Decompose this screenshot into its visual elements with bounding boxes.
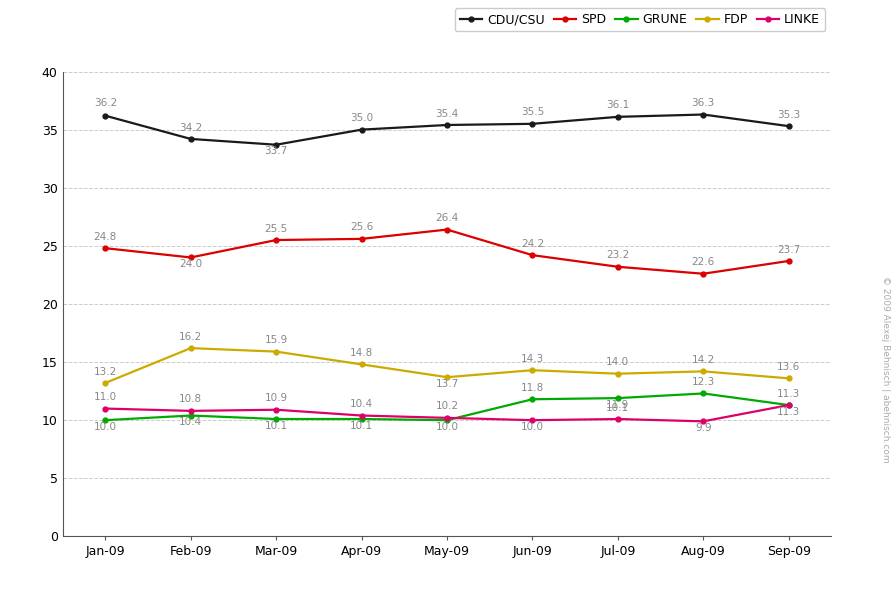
CDU/CSU	[783, 123, 794, 130]
Text: 14.8: 14.8	[350, 348, 373, 358]
SPD	[356, 235, 367, 243]
Line: SPD: SPD	[103, 227, 791, 276]
Text: 36.1: 36.1	[606, 101, 629, 110]
Text: 11.3: 11.3	[777, 406, 800, 417]
GRUNE	[527, 396, 538, 403]
Text: 11.9: 11.9	[606, 400, 629, 409]
SPD	[527, 252, 538, 259]
Text: 10.2: 10.2	[435, 402, 459, 411]
Text: 10.1: 10.1	[265, 421, 288, 431]
Text: 11.3: 11.3	[777, 389, 800, 399]
Text: 36.3: 36.3	[692, 98, 715, 108]
LINKE	[100, 405, 111, 412]
LINKE	[698, 418, 709, 425]
FDP	[612, 370, 623, 377]
Text: 36.2: 36.2	[94, 98, 117, 107]
Text: 11.0: 11.0	[94, 392, 117, 402]
CDU/CSU	[356, 126, 367, 134]
GRUNE	[612, 395, 623, 402]
LINKE	[185, 407, 196, 414]
Text: 25.5: 25.5	[265, 224, 288, 234]
FDP	[271, 348, 282, 355]
Text: 25.6: 25.6	[350, 222, 373, 232]
CDU/CSU	[271, 141, 282, 148]
FDP	[100, 380, 111, 387]
Line: LINKE: LINKE	[103, 403, 791, 424]
Text: 14.2: 14.2	[692, 355, 715, 365]
SPD	[442, 226, 452, 233]
Text: 34.2: 34.2	[179, 123, 202, 132]
Text: 9.9: 9.9	[695, 423, 712, 433]
FDP	[527, 367, 538, 374]
Text: 10.1: 10.1	[606, 403, 629, 412]
Text: 23.2: 23.2	[606, 250, 629, 260]
Text: 10.0: 10.0	[435, 422, 459, 432]
GRUNE	[271, 415, 282, 423]
SPD	[271, 237, 282, 244]
Text: 24.8: 24.8	[94, 232, 117, 242]
Text: 10.8: 10.8	[179, 395, 202, 405]
GRUNE	[783, 402, 794, 409]
FDP	[356, 361, 367, 368]
SPD	[783, 257, 794, 265]
FDP	[185, 344, 196, 352]
Text: 10.0: 10.0	[94, 422, 117, 432]
LINKE	[612, 415, 623, 423]
Text: 10.9: 10.9	[265, 393, 288, 403]
GRUNE	[100, 417, 111, 424]
SPD	[185, 254, 196, 261]
Text: 14.3: 14.3	[521, 354, 544, 364]
CDU/CSU	[612, 113, 623, 120]
Text: 12.3: 12.3	[692, 377, 715, 387]
Text: 35.5: 35.5	[521, 107, 544, 117]
Text: 15.9: 15.9	[265, 335, 288, 345]
SPD	[698, 270, 709, 277]
Text: 10.4: 10.4	[179, 417, 202, 427]
LINKE	[442, 414, 452, 421]
Text: 11.8: 11.8	[521, 383, 544, 393]
Line: CDU/CSU: CDU/CSU	[103, 112, 791, 147]
GRUNE	[356, 415, 367, 423]
LINKE	[783, 402, 794, 409]
Text: 35.0: 35.0	[350, 113, 373, 123]
Text: 33.7: 33.7	[265, 147, 288, 156]
CDU/CSU	[698, 111, 709, 118]
FDP	[442, 374, 452, 381]
CDU/CSU	[100, 112, 111, 119]
LINKE	[271, 406, 282, 413]
CDU/CSU	[442, 122, 452, 129]
SPD	[100, 244, 111, 252]
CDU/CSU	[185, 135, 196, 142]
Text: 23.7: 23.7	[777, 244, 800, 254]
GRUNE	[698, 390, 709, 397]
LINKE	[356, 412, 367, 419]
Text: 26.4: 26.4	[435, 213, 459, 223]
CDU/CSU	[527, 120, 538, 128]
Text: 14.0: 14.0	[606, 357, 629, 367]
Text: 13.2: 13.2	[94, 367, 117, 377]
Text: 10.0: 10.0	[521, 422, 544, 432]
FDP	[698, 368, 709, 375]
GRUNE	[185, 412, 196, 419]
Text: 24.0: 24.0	[179, 259, 202, 269]
Line: GRUNE: GRUNE	[103, 391, 791, 423]
Text: 22.6: 22.6	[692, 257, 715, 268]
SPD	[612, 263, 623, 271]
Text: 16.2: 16.2	[179, 332, 202, 342]
GRUNE	[442, 417, 452, 424]
LINKE	[527, 417, 538, 424]
Text: 35.3: 35.3	[777, 110, 800, 120]
Legend: CDU/CSU, SPD, GRUNE, FDP, LINKE: CDU/CSU, SPD, GRUNE, FDP, LINKE	[455, 8, 825, 31]
Text: 24.2: 24.2	[521, 239, 544, 249]
Line: FDP: FDP	[103, 346, 791, 386]
Text: 35.4: 35.4	[435, 108, 459, 119]
Text: © 2009 Alexej Behnisch | abehnisch.com: © 2009 Alexej Behnisch | abehnisch.com	[881, 276, 890, 463]
Text: 10.1: 10.1	[350, 421, 373, 431]
Text: 13.7: 13.7	[435, 379, 459, 389]
Text: 13.6: 13.6	[777, 362, 800, 372]
FDP	[783, 375, 794, 382]
Text: 10.4: 10.4	[350, 399, 373, 409]
